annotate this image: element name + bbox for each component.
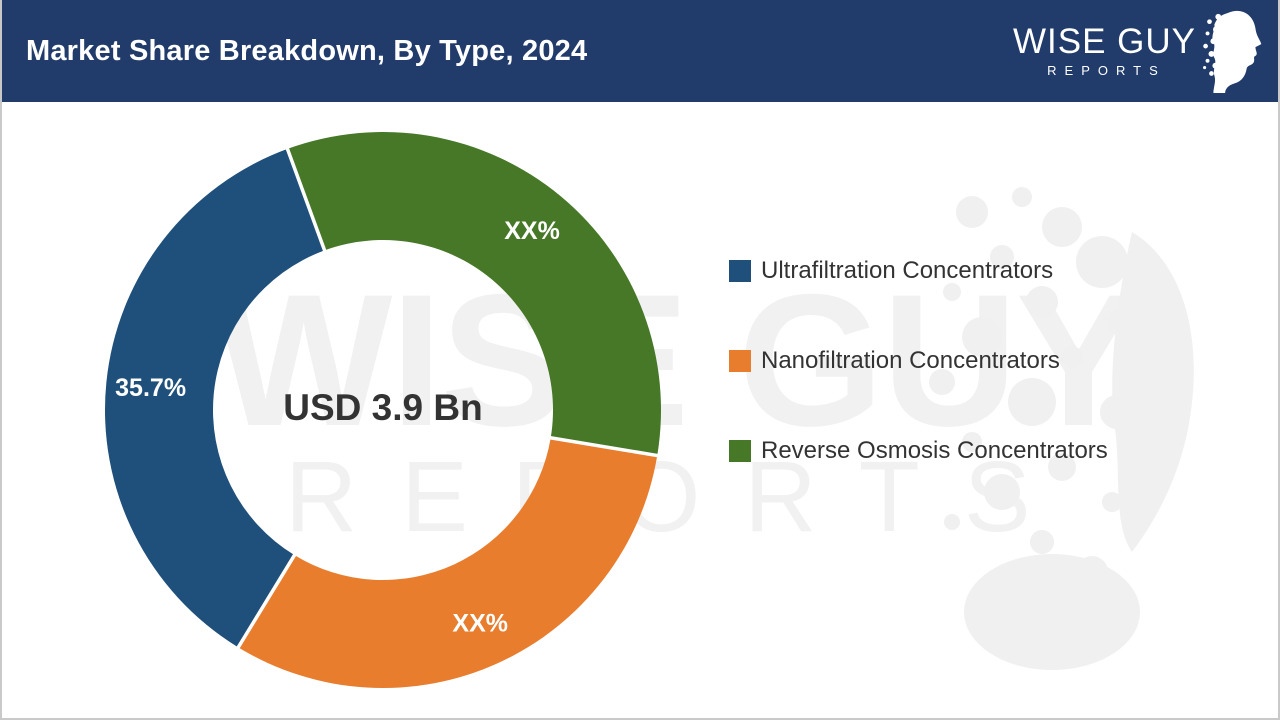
slice-percent-label-ultrafiltration-concentrators: 35.7% xyxy=(115,374,186,402)
center-value-label: USD 3.9 Bn xyxy=(283,387,483,428)
segment-divider xyxy=(548,435,659,458)
slice-percent-label-nanofiltration-concentrators: XX% xyxy=(452,609,508,637)
legend-label: Ultrafiltration Concentrators xyxy=(761,257,1054,284)
legend-label: Reverse Osmosis Concentrators xyxy=(761,437,1108,464)
legend-item-nanofiltration: Nanofiltration Concentrators xyxy=(729,346,1108,376)
legend-item-ultrafiltration: Ultrafiltration Concentrators xyxy=(729,256,1108,286)
legend-item-reverse-osmosis: Reverse Osmosis Concentrators xyxy=(729,436,1108,466)
donut-segment-nanofiltration-concentrators xyxy=(238,437,658,688)
donut-chart: XX% XX% 35.7% xyxy=(105,131,661,688)
logo-text: WISE GUY REPORTS xyxy=(1013,24,1196,78)
legend-label: Nanofiltration Concentrators xyxy=(761,347,1060,374)
donut-segment-ultrafiltration-concentrators xyxy=(105,148,325,648)
page-title: Market Share Breakdown, By Type, 2024 xyxy=(26,34,588,67)
watermark-face-icon xyxy=(929,187,1194,670)
logo-subtitle: REPORTS xyxy=(1047,63,1166,78)
legend-swatch-nanofiltration xyxy=(729,350,751,372)
donut-segment-reverse-osmosis-concentrators xyxy=(287,131,661,456)
segment-divider xyxy=(285,147,327,253)
slice-percent-label-reverse-osmosis-concentrators: XX% xyxy=(504,217,560,245)
segment-divider xyxy=(236,552,298,650)
watermark-wordmark: WISE GUY xyxy=(215,255,1141,465)
header-bar: Market Share Breakdown, By Type, 2024 WI… xyxy=(2,0,1278,102)
chart-legend: Ultrafiltration Concentrators Nanofiltra… xyxy=(729,256,1108,526)
chart-area: WISE GUY REPORTS XX% XX% 35.7% USD 3.9 Bn xyxy=(2,102,1278,718)
logo-face-icon xyxy=(1203,10,1262,94)
wise-guy-reports-logo: WISE GUY REPORTS xyxy=(1013,7,1264,95)
watermark-subtitle: REPORTS xyxy=(285,441,1075,553)
legend-swatch-reverse-osmosis xyxy=(729,440,751,462)
logo-wordmark: WISE GUY xyxy=(1012,22,1196,61)
legend-swatch-ultrafiltration xyxy=(729,260,751,282)
